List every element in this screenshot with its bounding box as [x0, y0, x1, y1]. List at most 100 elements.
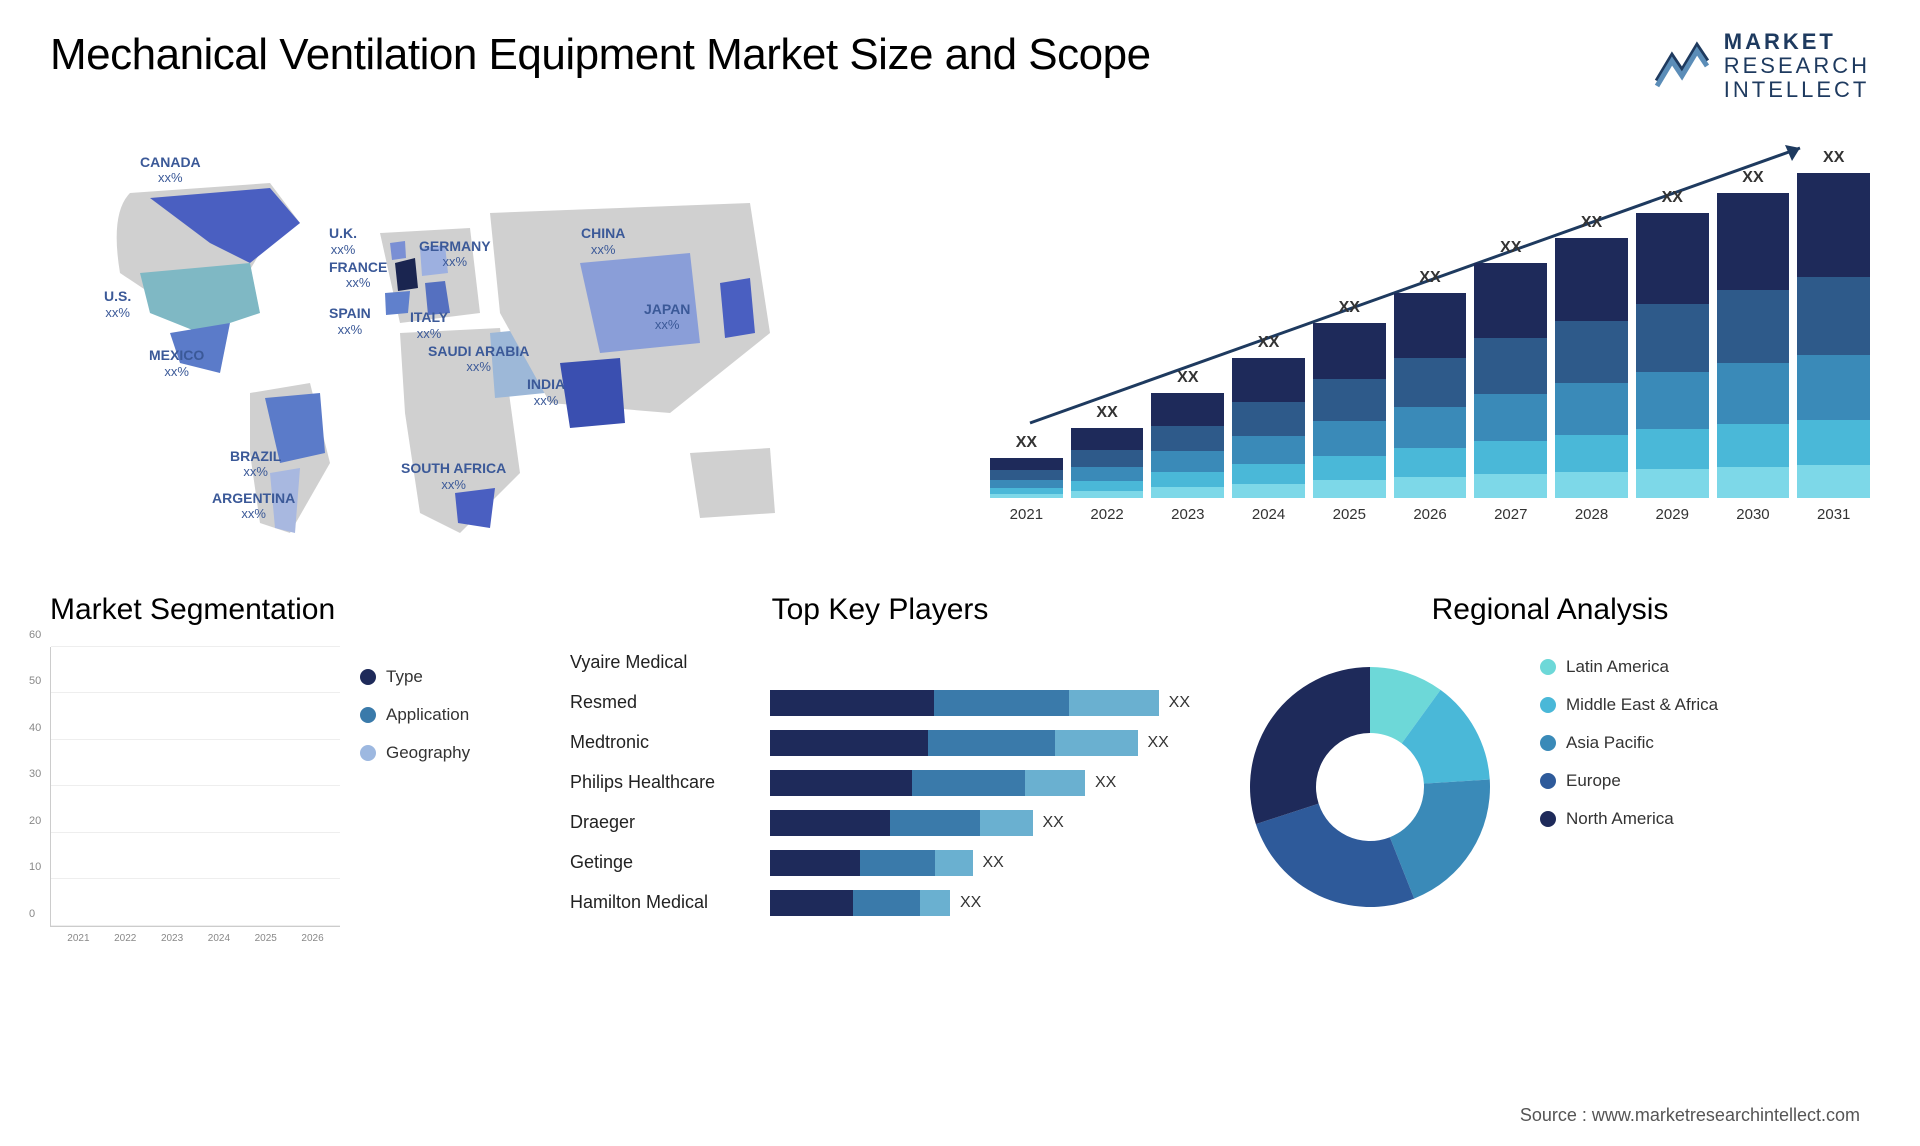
country-label-italy: ITALYxx%	[410, 309, 448, 341]
kp-bar: XX	[770, 810, 1190, 836]
forecast-bar-2027: XX 2027	[1474, 239, 1547, 523]
kp-bar	[770, 650, 1190, 676]
country-label-brazil: BRAZILxx%	[230, 448, 281, 480]
legend-dot-icon	[1540, 659, 1556, 675]
legend-dot-icon	[360, 745, 376, 761]
country-label-southafrica: SOUTH AFRICAxx%	[401, 460, 506, 492]
regional-section: Regional Analysis Latin America Middle Ea…	[1230, 593, 1870, 927]
country-label-france: FRANCExx%	[329, 259, 387, 291]
segmentation-legend: Type Application Geography	[360, 647, 530, 927]
legend-label: Asia Pacific	[1566, 733, 1654, 753]
forecast-bar-2023: XX 2023	[1151, 369, 1224, 523]
regional-legend: Latin America Middle East & Africa Asia Pa…	[1540, 647, 1870, 927]
forecast-year-label: 2026	[1413, 506, 1446, 523]
forecast-year-label: 2027	[1494, 506, 1527, 523]
key-players-section: Top Key Players Vyaire Medical ResmedXX Me…	[570, 593, 1190, 927]
country-label-india: INDIAxx%	[527, 376, 565, 408]
legend-dot-icon	[1540, 735, 1556, 751]
forecast-year-label: 2023	[1171, 506, 1204, 523]
country-label-us: U.S.xx%	[104, 288, 131, 320]
regional-legend-item: Europe	[1540, 771, 1870, 791]
legend-label: Application	[386, 705, 469, 725]
kp-name: Draeger	[570, 812, 770, 833]
legend-dot-icon	[1540, 697, 1556, 713]
country-label-saudiarabia: SAUDI ARABIAxx%	[428, 343, 529, 375]
forecast-bar-2029: XX2029	[1636, 189, 1709, 523]
kp-name: Getinge	[570, 852, 770, 873]
seg-legend-item: Type	[360, 667, 530, 687]
legend-label: Middle East & Africa	[1566, 695, 1718, 715]
kp-row: ResmedXX	[570, 687, 1190, 719]
regional-legend-item: North America	[1540, 809, 1870, 829]
forecast-bar-2026: XX 2026	[1394, 269, 1467, 523]
forecast-year-label: 2022	[1090, 506, 1123, 523]
kp-value-label: XX	[1148, 734, 1169, 752]
forecast-value-label: XX	[1662, 189, 1683, 207]
forecast-year-label: 2024	[1252, 506, 1285, 523]
legend-dot-icon	[360, 669, 376, 685]
regional-legend-item: Middle East & Africa	[1540, 695, 1870, 715]
forecast-value-label: XX	[1419, 269, 1440, 287]
kp-row: Draeger XX	[570, 807, 1190, 839]
seg-legend-item: Application	[360, 705, 530, 725]
country-label-argentina: ARGENTINAxx%	[212, 490, 295, 522]
key-players-title: Top Key Players	[570, 593, 1190, 627]
forecast-bar-2030: XX 2030	[1717, 169, 1790, 523]
kp-row: Getinge XX	[570, 847, 1190, 879]
seg-legend-item: Geography	[360, 743, 530, 763]
segmentation-title: Market Segmentation	[50, 593, 530, 627]
kp-name: Hamilton Medical	[570, 892, 770, 913]
country-label-japan: JAPANxx%	[644, 301, 690, 333]
forecast-value-label: XX	[1339, 299, 1360, 317]
kp-value-label: XX	[1169, 694, 1190, 712]
regional-legend-item: Latin America	[1540, 657, 1870, 677]
brand-logo: MARKET RESEARCH INTELLECT	[1652, 30, 1870, 103]
forecast-value-label: XX	[1500, 239, 1521, 257]
forecast-year-label: 2025	[1333, 506, 1366, 523]
legend-label: North America	[1566, 809, 1674, 829]
logo-text-1: MARKET	[1724, 30, 1870, 54]
regional-title: Regional Analysis	[1230, 593, 1870, 627]
legend-dot-icon	[1540, 811, 1556, 827]
kp-name: Philips Healthcare	[570, 772, 770, 793]
forecast-bar-2031: XX2031	[1797, 149, 1870, 523]
forecast-value-label: XX	[1258, 334, 1279, 352]
donut-slice	[1256, 803, 1414, 906]
country-label-canada: CANADAxx%	[140, 154, 201, 186]
legend-dot-icon	[1540, 773, 1556, 789]
header: Mechanical Ventilation Equipment Market …	[50, 30, 1870, 103]
page-title: Mechanical Ventilation Equipment Market …	[50, 30, 1151, 80]
forecast-value-label: XX	[1177, 369, 1198, 387]
donut-slice	[1250, 667, 1370, 824]
kp-row: Medtronic XX	[570, 727, 1190, 759]
segmentation-section: Market Segmentation 01020304050602021202…	[50, 593, 530, 927]
logo-text-3: INTELLECT	[1724, 78, 1870, 102]
country-label-mexico: MEXICOxx%	[149, 347, 204, 379]
country-label-spain: SPAINxx%	[329, 305, 371, 337]
kp-name: Vyaire Medical	[570, 652, 770, 673]
country-label-china: CHINAxx%	[581, 225, 625, 257]
kp-bar: XX	[770, 850, 1190, 876]
legend-dot-icon	[360, 707, 376, 723]
segmentation-plot: 0102030405060202120222023202420252026	[50, 647, 340, 927]
kp-row: Philips HealthcareXX	[570, 767, 1190, 799]
source-attribution: Source : www.marketresearchintellect.com	[1520, 1105, 1860, 1126]
top-row: CANADAxx% U.S.xx% MEXICOxx% BRAZILxx% ARGENT…	[50, 133, 1870, 553]
kp-bar: XX	[770, 890, 1190, 916]
world-map: CANADAxx% U.S.xx% MEXICOxx% BRAZILxx% ARGENT…	[50, 133, 950, 553]
kp-value-label: XX	[1043, 814, 1064, 832]
forecast-bar-2025: XX 2025	[1313, 299, 1386, 523]
legend-label: Type	[386, 667, 423, 687]
kp-value-label: XX	[960, 894, 981, 912]
forecast-value-label: XX	[1096, 404, 1117, 422]
logo-icon	[1652, 36, 1712, 96]
country-label-germany: GERMANYxx%	[419, 238, 491, 270]
forecast-year-label: 2030	[1736, 506, 1769, 523]
kp-name: Medtronic	[570, 732, 770, 753]
forecast-value-label: XX	[1742, 169, 1763, 187]
legend-label: Europe	[1566, 771, 1621, 791]
kp-value-label: XX	[983, 854, 1004, 872]
kp-bar: XX	[770, 690, 1190, 716]
forecast-year-label: 2021	[1010, 506, 1043, 523]
legend-label: Latin America	[1566, 657, 1669, 677]
